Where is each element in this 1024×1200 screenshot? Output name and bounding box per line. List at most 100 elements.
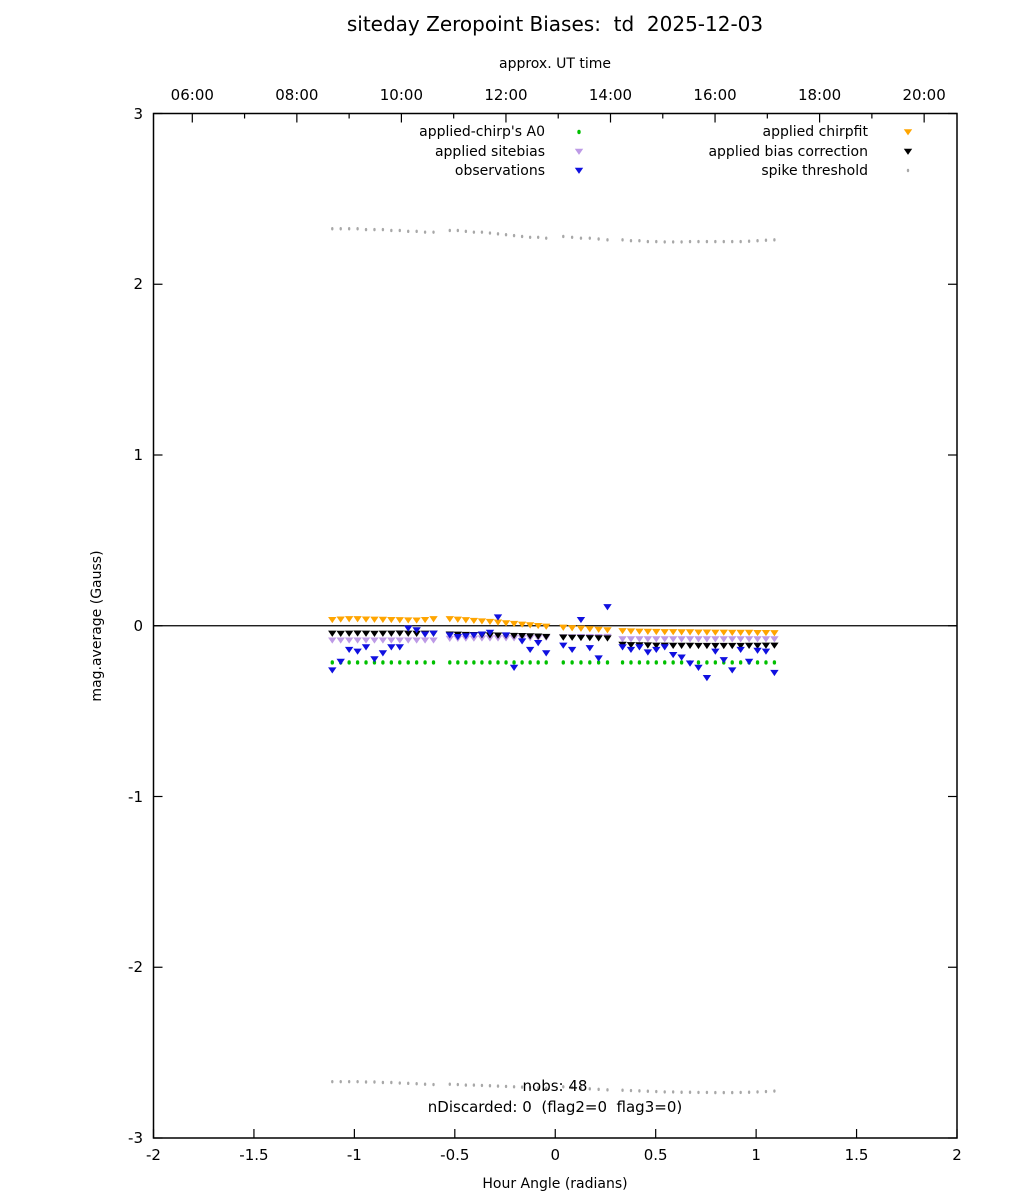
point-chirpfit <box>585 626 595 633</box>
point-bias_correction <box>336 630 345 638</box>
point-spike <box>356 1079 359 1084</box>
point-spike <box>331 227 334 231</box>
point-bias_correction <box>412 630 421 638</box>
point-a0 <box>472 660 476 665</box>
point-a0 <box>520 660 524 665</box>
point-bias_correction <box>753 642 762 649</box>
point-spike <box>448 1082 451 1086</box>
point-sitebias <box>412 637 421 644</box>
legend-marker-chirpfit <box>903 129 913 136</box>
x-axis-title: Hour Angle (radians) <box>482 1176 628 1192</box>
point-observations <box>361 644 371 651</box>
point-spike <box>504 1084 508 1089</box>
point-a0 <box>705 660 709 665</box>
point-a0 <box>536 660 540 665</box>
point-observations <box>453 634 463 641</box>
point-observations <box>770 669 779 677</box>
point-bias_correction <box>585 635 595 642</box>
point-spike <box>697 1090 700 1095</box>
point-spike <box>570 1085 574 1090</box>
point-sitebias <box>477 635 487 642</box>
point-observations <box>477 631 487 638</box>
point-observations <box>509 664 519 671</box>
point-chirpfit <box>559 624 568 631</box>
point-sitebias <box>395 637 404 644</box>
point-spike <box>747 239 751 243</box>
point-observations <box>370 656 379 663</box>
point-spike <box>407 1081 410 1086</box>
point-sitebias <box>694 636 703 643</box>
point-chirpfit <box>370 616 379 623</box>
point-chirpfit <box>694 629 703 636</box>
legend-label-a0: applied-chirp's A0 <box>419 124 545 140</box>
point-spike <box>671 1090 675 1094</box>
point-bias_correction <box>525 633 535 640</box>
point-spike <box>663 1090 666 1094</box>
point-spike <box>638 1089 641 1093</box>
point-observations <box>603 604 612 611</box>
point-observations <box>677 654 686 661</box>
point-observations <box>328 667 337 674</box>
point-spike <box>381 1080 385 1085</box>
point-a0 <box>605 660 610 665</box>
point-spike <box>680 240 683 244</box>
point-bias_correction <box>509 632 519 640</box>
point-spike <box>536 1086 540 1090</box>
point-chirpfit <box>493 619 503 626</box>
legend-label-spike: spike threshold <box>761 162 868 179</box>
point-chirpfit <box>509 620 519 628</box>
point-sitebias <box>445 635 454 642</box>
point-spike <box>398 1081 401 1085</box>
point-observations <box>694 664 703 671</box>
point-spike <box>488 1084 492 1088</box>
point-bias_correction <box>652 642 661 649</box>
point-spike <box>731 239 734 244</box>
y-tick-label: 1 <box>133 446 143 464</box>
point-observations <box>594 655 603 662</box>
point-sitebias <box>753 636 762 643</box>
point-chirpfit <box>336 616 345 623</box>
point-observations <box>711 648 720 655</box>
point-chirpfit <box>567 625 577 632</box>
legend-marker-bias_correction <box>903 148 913 155</box>
point-chirpfit <box>635 628 644 635</box>
point-spike <box>432 1082 435 1087</box>
point-a0 <box>764 660 768 665</box>
x-tick-label: 0.5 <box>643 1146 668 1164</box>
point-a0 <box>389 660 394 665</box>
point-observations <box>567 646 577 654</box>
point-spike <box>714 239 717 244</box>
point-bias_correction <box>677 642 686 649</box>
point-observations <box>685 660 695 667</box>
point-spike <box>606 238 609 242</box>
point-bias_correction <box>517 633 527 640</box>
point-spike <box>364 227 368 232</box>
point-spike <box>496 232 500 236</box>
point-chirpfit <box>677 629 686 636</box>
point-a0 <box>330 660 334 665</box>
point-a0 <box>381 660 385 665</box>
y-tick-label: -2 <box>128 958 143 977</box>
point-sitebias <box>728 636 737 643</box>
y-tick-label: 2 <box>133 275 143 294</box>
annotation-ndiscarded: nDiscarded: 0 (flag2=0 flag3=0) <box>427 1098 683 1116</box>
point-a0 <box>588 660 592 665</box>
point-a0 <box>730 660 734 665</box>
x-tick-label: -1.5 <box>239 1146 269 1164</box>
point-observations <box>493 614 503 621</box>
point-spike <box>764 1089 768 1094</box>
point-observations <box>525 646 535 654</box>
chart-title: siteday Zeropoint Biases: td 2025-12-03 <box>346 12 764 36</box>
point-spike <box>714 1090 717 1095</box>
point-a0 <box>504 660 508 665</box>
point-chirpfit <box>618 628 627 635</box>
point-observations <box>761 648 771 655</box>
point-a0 <box>663 660 667 665</box>
point-observations <box>469 632 479 639</box>
point-sitebias <box>702 636 712 643</box>
point-a0 <box>772 660 777 665</box>
point-spike <box>773 238 776 242</box>
point-bias_correction <box>395 630 404 637</box>
